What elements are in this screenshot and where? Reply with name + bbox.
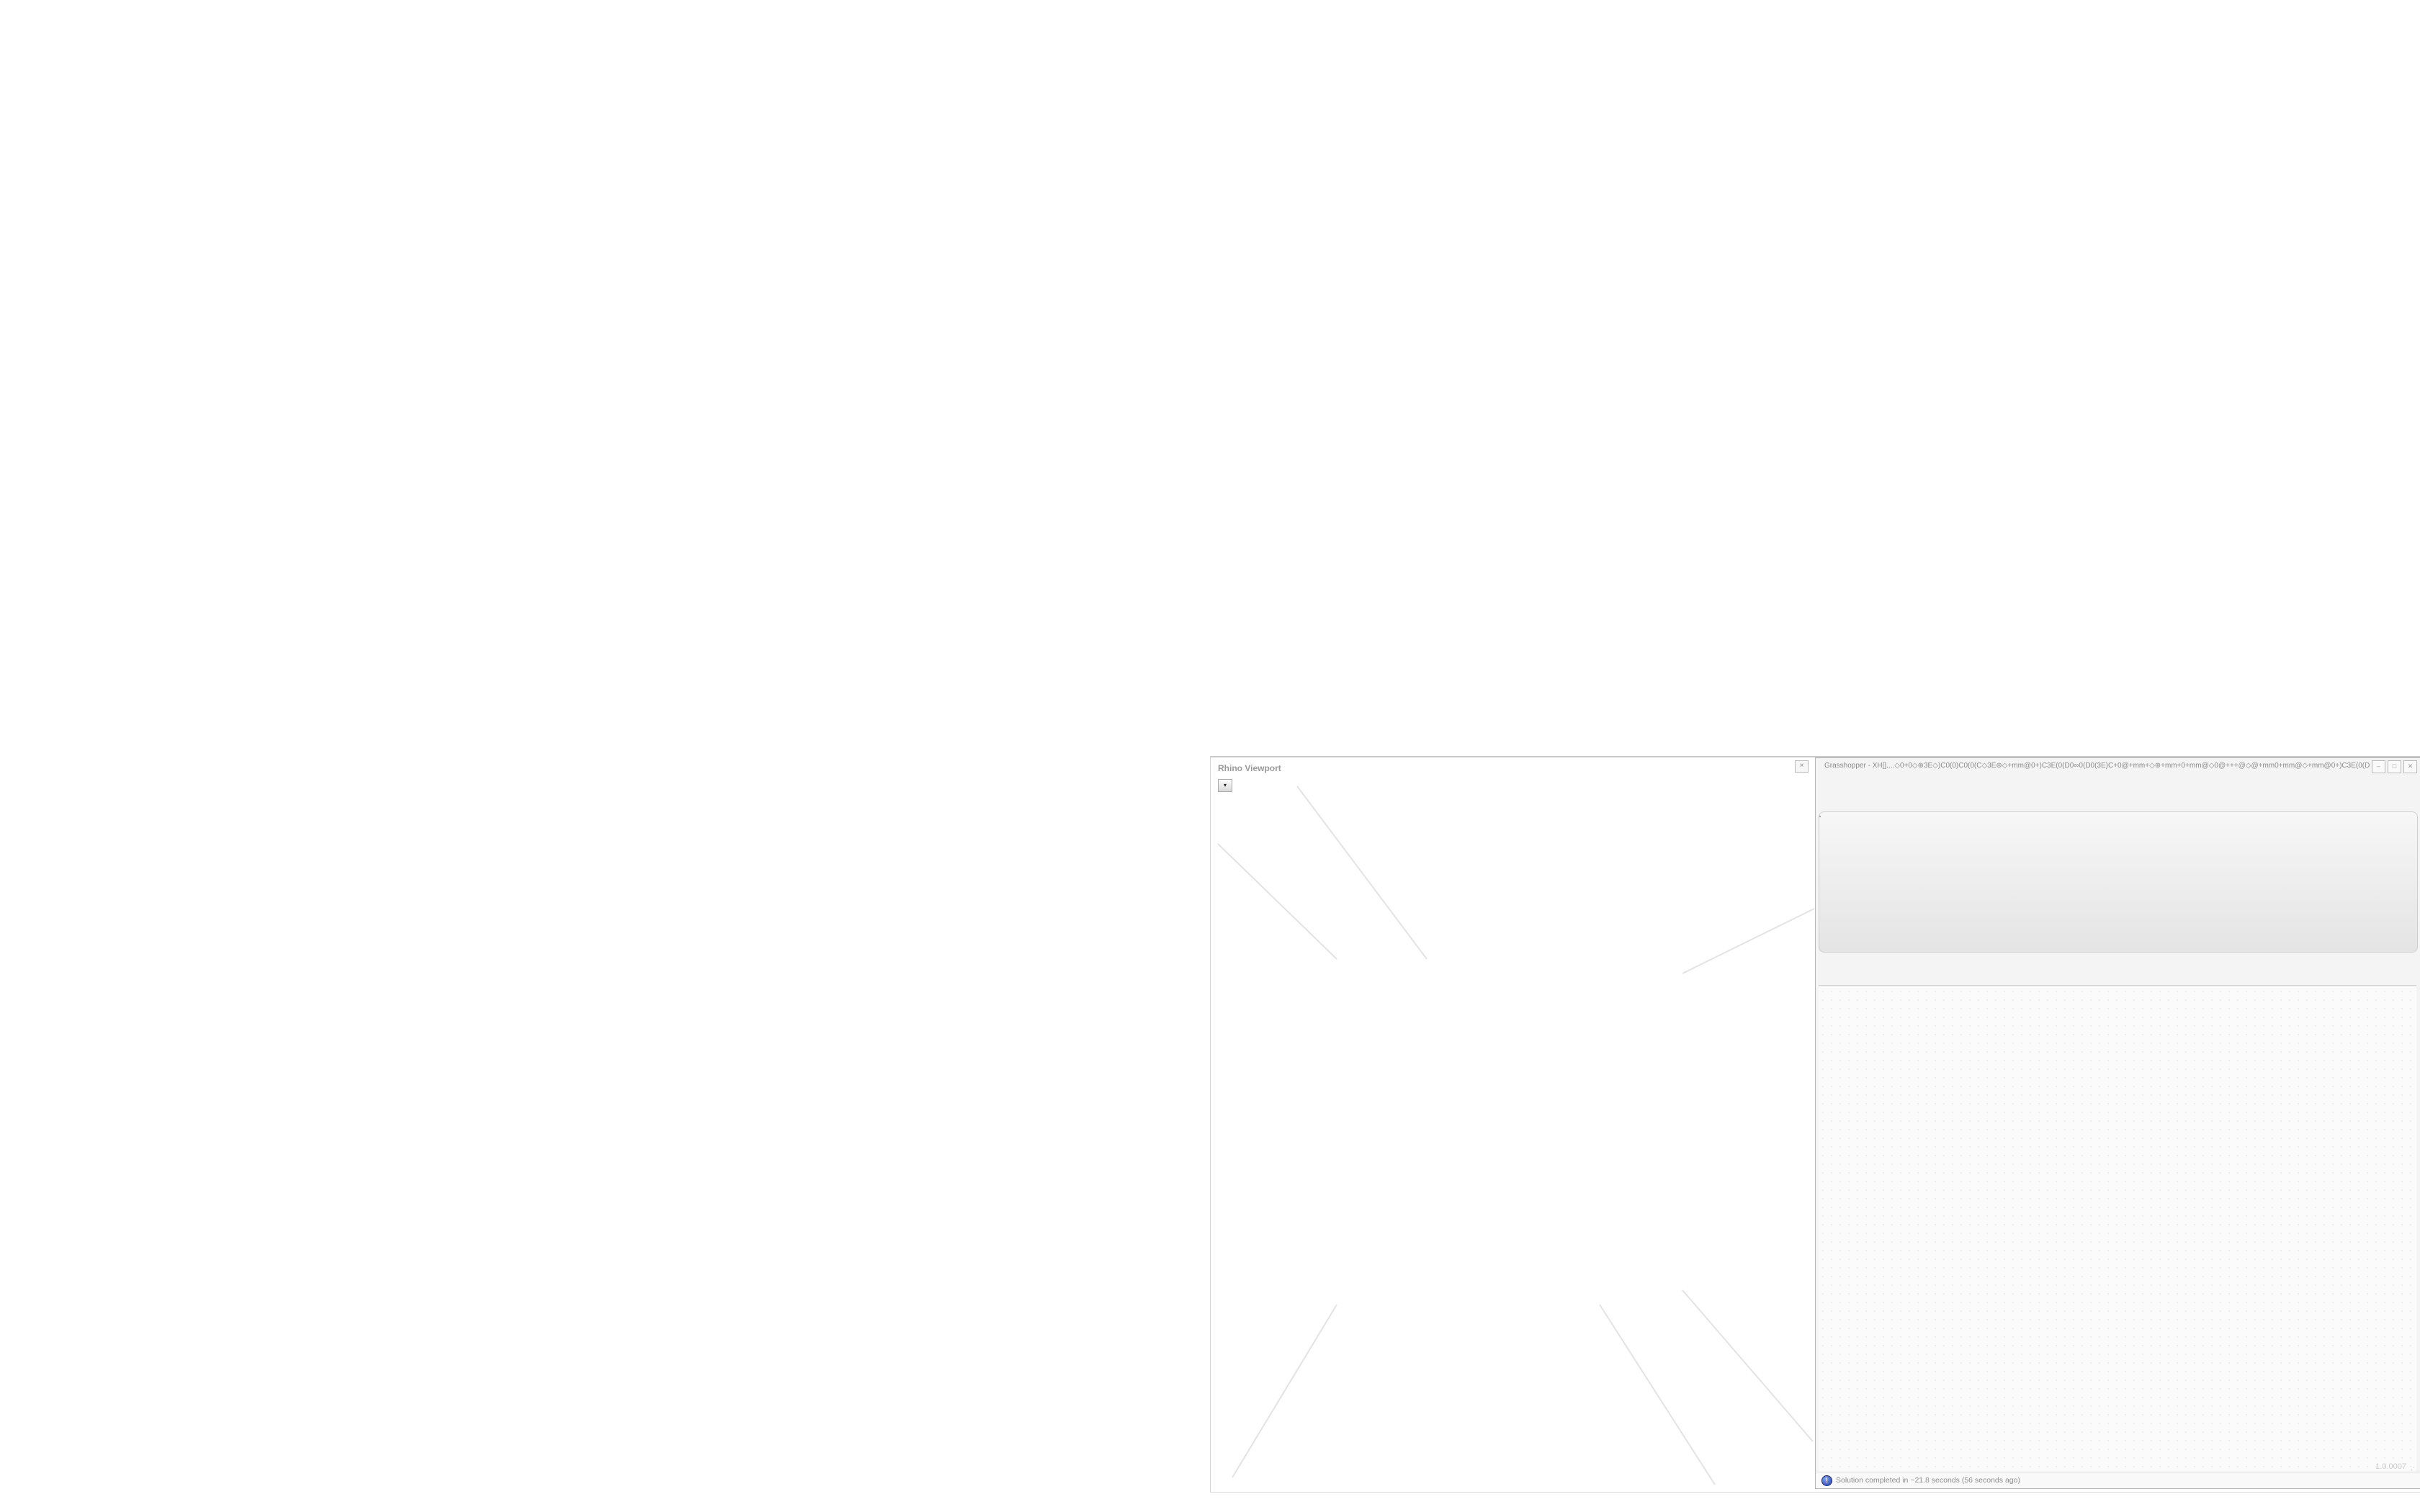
component-tab-strip xyxy=(1827,793,2414,810)
palette-bullant xyxy=(1819,816,1821,817)
workspace-quadrant: Rhino Viewport ▾ × Grasshopper - XH[]...… xyxy=(1210,756,2420,1512)
close-button[interactable]: ✕ xyxy=(2403,760,2417,773)
component-ribbon xyxy=(1819,811,2418,953)
canvas-toolbar xyxy=(1819,954,2416,986)
apollonian-gasket xyxy=(1337,959,1682,1305)
gh-status-bar: ! Solution completed in ~21.8 seconds (5… xyxy=(1816,1472,2420,1488)
wires-layer xyxy=(1819,987,2416,1475)
title-bar[interactable]: Grasshopper - XH[]....◇0+0◇⊕3E◇)C0(0)C0(… xyxy=(1816,758,2420,775)
grasshopper-window: Grasshopper - XH[]....◇0+0◇⊕3E◇)C0(0)C0(… xyxy=(1815,757,2420,1489)
minimize-button[interactable]: – xyxy=(2372,760,2385,773)
status-info-icon: ! xyxy=(1821,1475,1832,1486)
status-text: Solution completed in ~21.8 seconds (56 … xyxy=(1836,1476,2020,1485)
resize-grip[interactable]: ⋰ xyxy=(2408,1466,2415,1473)
window-title: Grasshopper - XH[]....◇0+0◇⊕3E◇)C0(0)C0(… xyxy=(1824,762,2370,770)
menu-bar xyxy=(1829,777,2414,791)
version-label: 1.0.0007 xyxy=(2375,1462,2406,1471)
os-taskbar xyxy=(1210,1492,2420,1512)
panel-close-button[interactable]: × xyxy=(1795,760,1809,773)
viewport-title: Rhino Viewport xyxy=(1218,763,1281,773)
viewport-rays xyxy=(1217,786,1815,1485)
viewport-dropdown-button[interactable]: ▾ xyxy=(1218,779,1232,792)
gh-canvas[interactable]: 1.0.0007 ⋰ xyxy=(1819,987,2416,1475)
maximize-button[interactable]: □ xyxy=(2388,760,2401,773)
